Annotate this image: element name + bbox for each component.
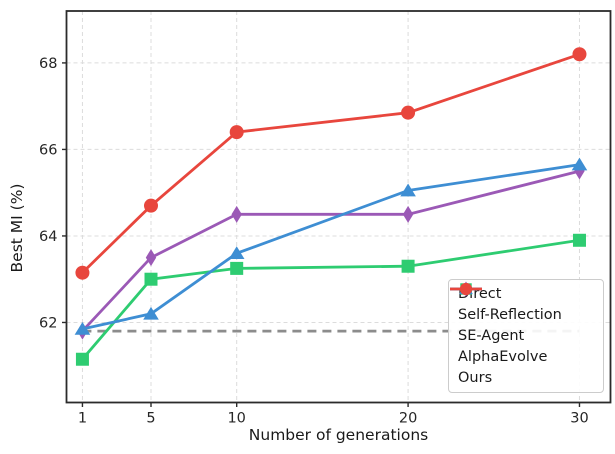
svg-text:10: 10 <box>227 411 245 427</box>
legend-item: Ours <box>450 282 595 388</box>
legend-label: Self-Reflection <box>458 307 562 324</box>
legend: Direct Self-Reflection SE-Agent AlphaEvolve… <box>448 279 604 393</box>
y-axis-label: Best MI (%) <box>8 183 26 273</box>
x-axis-label: Number of generations <box>248 426 429 444</box>
legend-item: AlphaEvolve <box>450 282 595 367</box>
svg-text:30: 30 <box>570 411 588 427</box>
legend-label: AlphaEvolve <box>458 348 548 365</box>
svg-text:62: 62 <box>39 315 57 331</box>
legend-label: SE-Agent <box>458 327 525 344</box>
legend-item: Self-Reflection <box>450 283 595 325</box>
svg-text:1: 1 <box>78 411 87 427</box>
svg-text:68: 68 <box>39 56 57 72</box>
legend-sample-circle-marker <box>450 282 482 296</box>
svg-text:20: 20 <box>399 411 417 427</box>
svg-text:5: 5 <box>146 411 155 427</box>
legend-item: SE-Agent <box>450 281 595 346</box>
svg-text:66: 66 <box>39 142 57 158</box>
svg-text:64: 64 <box>39 229 57 245</box>
legend-label: Ours <box>458 369 493 386</box>
